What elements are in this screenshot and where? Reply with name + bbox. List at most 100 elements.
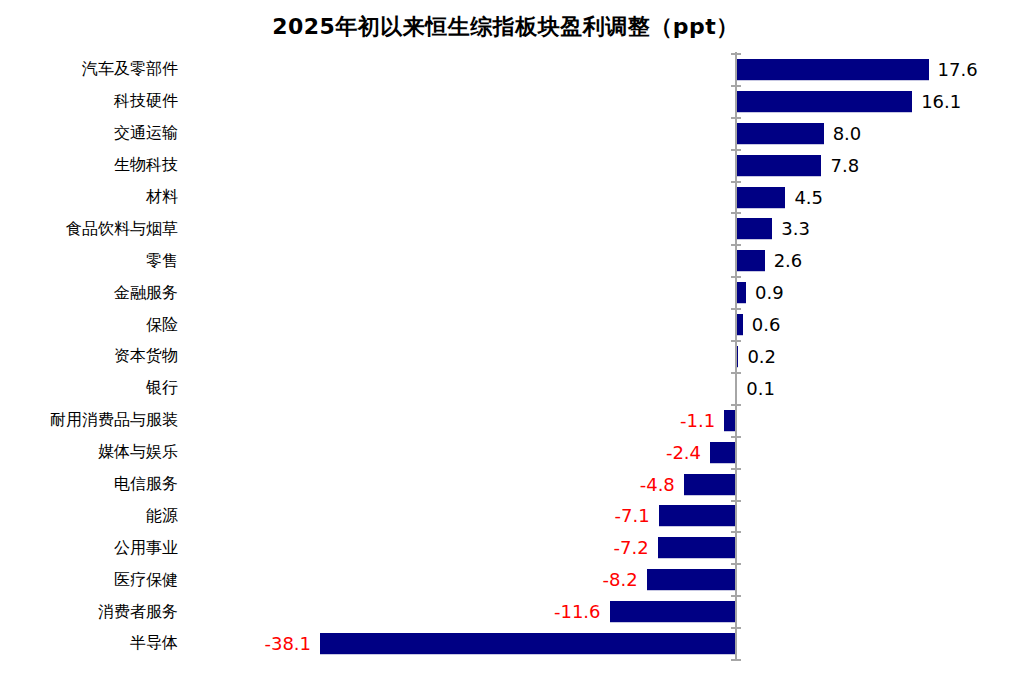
bar [736, 250, 764, 272]
bar [658, 537, 737, 559]
axis-tick [731, 436, 741, 438]
value-label: 16.1 [912, 93, 961, 111]
bar-row: 0.6 [190, 309, 1005, 341]
bar [736, 218, 772, 240]
category-row: 材料 [0, 182, 184, 214]
category-label: 金融服务 [114, 283, 184, 304]
category-row: 交通运输 [0, 118, 184, 150]
category-row: 食品饮料与烟草 [0, 213, 184, 245]
bar-row: 8.0 [190, 118, 1005, 150]
category-label: 医疗保健 [114, 570, 184, 591]
category-label: 银行 [146, 378, 184, 399]
value-label: 4.5 [785, 189, 823, 207]
category-label: 资本货物 [114, 346, 184, 367]
bar-row: 3.3 [190, 213, 1005, 245]
axis-tick [731, 181, 741, 183]
axis-tick [731, 85, 741, 87]
plot-area: 17.6 16.1 8.0 7.8 4.5 3.3 2.6 0.9 0.6 0.2 0.1 -1.1 -… [190, 54, 1005, 660]
axis-tick [731, 53, 741, 55]
bar [736, 123, 823, 145]
category-row: 医疗保健 [0, 564, 184, 596]
value-label: 0.2 [738, 348, 776, 366]
category-row: 媒体与娱乐 [0, 437, 184, 469]
value-label: -2.4 [666, 444, 710, 462]
category-label: 耐用消费品与服装 [50, 410, 184, 431]
value-label: -4.8 [640, 476, 684, 494]
bar [736, 282, 746, 304]
value-label: 0.1 [737, 380, 775, 398]
bar-row: -7.1 [190, 500, 1005, 532]
axis-tick [731, 404, 741, 406]
category-label: 科技硬件 [114, 91, 184, 112]
value-label: -7.2 [613, 539, 657, 557]
bar-row: 0.1 [190, 373, 1005, 405]
category-label: 公用事业 [114, 538, 184, 559]
bar [684, 474, 736, 496]
bar-row: -8.2 [190, 564, 1005, 596]
value-label: 3.3 [772, 220, 810, 238]
value-label: 17.6 [929, 61, 978, 79]
bar-row: -4.8 [190, 469, 1005, 501]
value-label: 7.8 [821, 157, 859, 175]
bar [659, 505, 737, 527]
category-row: 零售 [0, 245, 184, 277]
axis-tick [731, 212, 741, 214]
category-row: 汽车及零部件 [0, 54, 184, 86]
bar-row: 4.5 [190, 182, 1005, 214]
category-row: 资本货物 [0, 341, 184, 373]
value-label: 8.0 [824, 125, 862, 143]
bar-row: -2.4 [190, 437, 1005, 469]
bar-row: -38.1 [190, 628, 1005, 660]
bar [736, 91, 912, 113]
axis-tick [731, 500, 741, 502]
bar-row: -11.6 [190, 596, 1005, 628]
category-row: 生物科技 [0, 150, 184, 182]
bar [610, 601, 737, 623]
axis-tick [731, 595, 741, 597]
bar-row: -7.2 [190, 532, 1005, 564]
bar-row: 17.6 [190, 54, 1005, 86]
category-row: 电信服务 [0, 469, 184, 501]
value-label: -1.1 [680, 412, 724, 430]
chart-title: 2025年初以来恒生综指板块盈利调整（ppt） [0, 12, 1011, 42]
axis-tick [731, 117, 741, 119]
bar-row: 16.1 [190, 86, 1005, 118]
bar-row: 0.9 [190, 277, 1005, 309]
category-row: 能源 [0, 500, 184, 532]
category-row: 金融服务 [0, 277, 184, 309]
bar [647, 569, 737, 591]
zero-axis-line [735, 52, 737, 660]
axis-tick [731, 244, 741, 246]
category-row: 公用事业 [0, 532, 184, 564]
axis-tick [731, 372, 741, 374]
category-label: 交通运输 [114, 123, 184, 144]
value-label: -7.1 [615, 507, 659, 525]
value-label: 0.9 [746, 284, 784, 302]
bar-row: 2.6 [190, 245, 1005, 277]
category-label: 保险 [146, 315, 184, 336]
category-row: 银行 [0, 373, 184, 405]
bar-row: 0.2 [190, 341, 1005, 373]
axis-tick [731, 659, 741, 661]
value-label: -38.1 [264, 635, 320, 653]
category-label: 电信服务 [114, 474, 184, 495]
bar [736, 187, 785, 209]
value-label: -8.2 [603, 571, 647, 589]
axis-tick [731, 149, 741, 151]
axis-tick [731, 531, 741, 533]
value-label: 2.6 [765, 252, 803, 270]
category-labels: 汽车及零部件科技硬件交通运输生物科技材料食品饮料与烟草零售金融服务保险资本货物银… [0, 54, 184, 660]
bar [736, 155, 821, 177]
bar-row: 7.8 [190, 150, 1005, 182]
chart-canvas: 2025年初以来恒生综指板块盈利调整（ppt） 汽车及零部件科技硬件交通运输生物… [0, 0, 1011, 673]
axis-tick [731, 340, 741, 342]
category-label: 材料 [146, 187, 184, 208]
category-label: 食品饮料与烟草 [66, 219, 184, 240]
bar [320, 633, 736, 655]
category-row: 保险 [0, 309, 184, 341]
axis-tick [731, 276, 741, 278]
value-label: -11.6 [554, 603, 610, 621]
category-label: 汽车及零部件 [82, 59, 184, 80]
category-row: 耐用消费品与服装 [0, 405, 184, 437]
category-label: 零售 [146, 251, 184, 272]
